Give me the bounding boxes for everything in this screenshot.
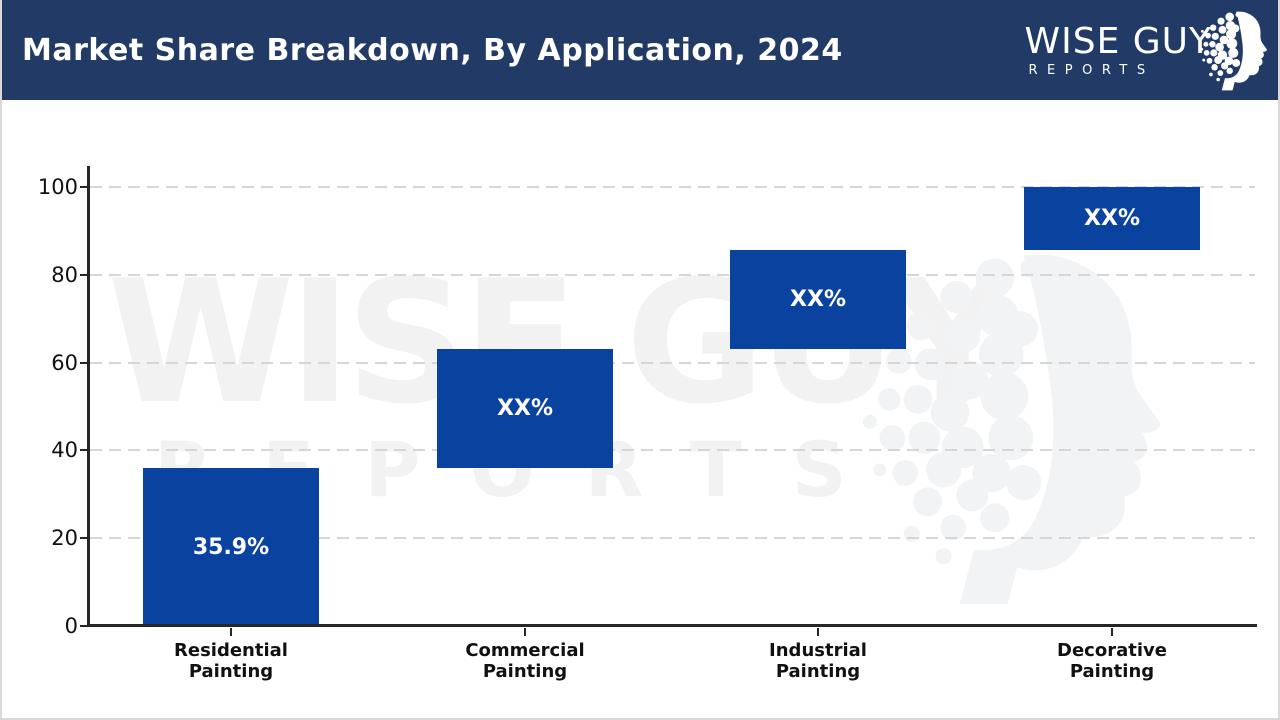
bar-segment: 35.9%: [143, 468, 319, 626]
category-label-line: Painting: [482, 661, 568, 682]
bar-segment: XX%: [437, 349, 613, 469]
gridline-80: [90, 273, 1255, 276]
x-tick-0: [230, 628, 232, 636]
x-axis-line: [87, 624, 1257, 627]
x-tick-3: [1111, 628, 1113, 636]
category-label-line: Decorative: [1057, 640, 1167, 661]
y-tick-label-0: 0: [64, 614, 78, 638]
y-axis-line: [87, 166, 90, 627]
bar-value-label: XX%: [790, 287, 846, 313]
y-tick-60: [80, 361, 89, 364]
category-label-line: Painting: [1069, 661, 1155, 682]
logo-face-icon: [1198, 8, 1270, 92]
gridline-40: [90, 449, 1255, 452]
y-tick-label-80: 80: [51, 262, 78, 287]
category-label: Decorative Painting: [992, 640, 1232, 682]
y-tick-label-40: 40: [51, 438, 78, 463]
category-label-line: Residential: [174, 640, 288, 661]
y-tick-label-100: 100: [37, 175, 78, 199]
wise-guy-reports-logo: WISE GUY REPORTS: [1025, 0, 1271, 100]
x-tick-2: [817, 628, 819, 636]
bar-value-label: XX%: [1084, 206, 1140, 232]
y-tick-100: [80, 186, 89, 188]
logo-wordmark: WISE GUY: [1024, 20, 1212, 62]
bar-value-label: XX%: [497, 396, 553, 422]
gridline-100: [90, 186, 1255, 188]
category-label-line: Industrial: [769, 640, 867, 661]
y-tick-40: [80, 449, 89, 452]
logo-text: WISE GUY REPORTS: [1024, 20, 1213, 78]
gridline-20: [90, 537, 1255, 540]
page-title: Market Share Breakdown, By Application, …: [22, 32, 843, 68]
category-label: Commercial Painting: [405, 640, 645, 682]
category-label-line: Painting: [188, 661, 274, 682]
category-label: Residential Painting: [111, 640, 351, 682]
category-label-line: Commercial: [465, 640, 585, 661]
header-bar: Market Share Breakdown, By Application, …: [2, 0, 1278, 100]
y-tick-0: [80, 625, 89, 627]
category-label: Industrial Painting: [698, 640, 938, 682]
x-tick-1: [524, 628, 526, 636]
y-tick-label-60: 60: [51, 350, 78, 375]
bar-segment: XX%: [730, 250, 906, 350]
y-tick-80: [80, 273, 89, 276]
y-tick-20: [80, 537, 89, 540]
bar-segment: XX%: [1024, 187, 1200, 251]
logo-subtitle: REPORTS: [1028, 62, 1155, 78]
category-label-line: Painting: [775, 661, 861, 682]
y-tick-label-20: 20: [51, 526, 78, 551]
gridline-60: [90, 361, 1255, 364]
bar-value-label: 35.9%: [192, 534, 270, 560]
